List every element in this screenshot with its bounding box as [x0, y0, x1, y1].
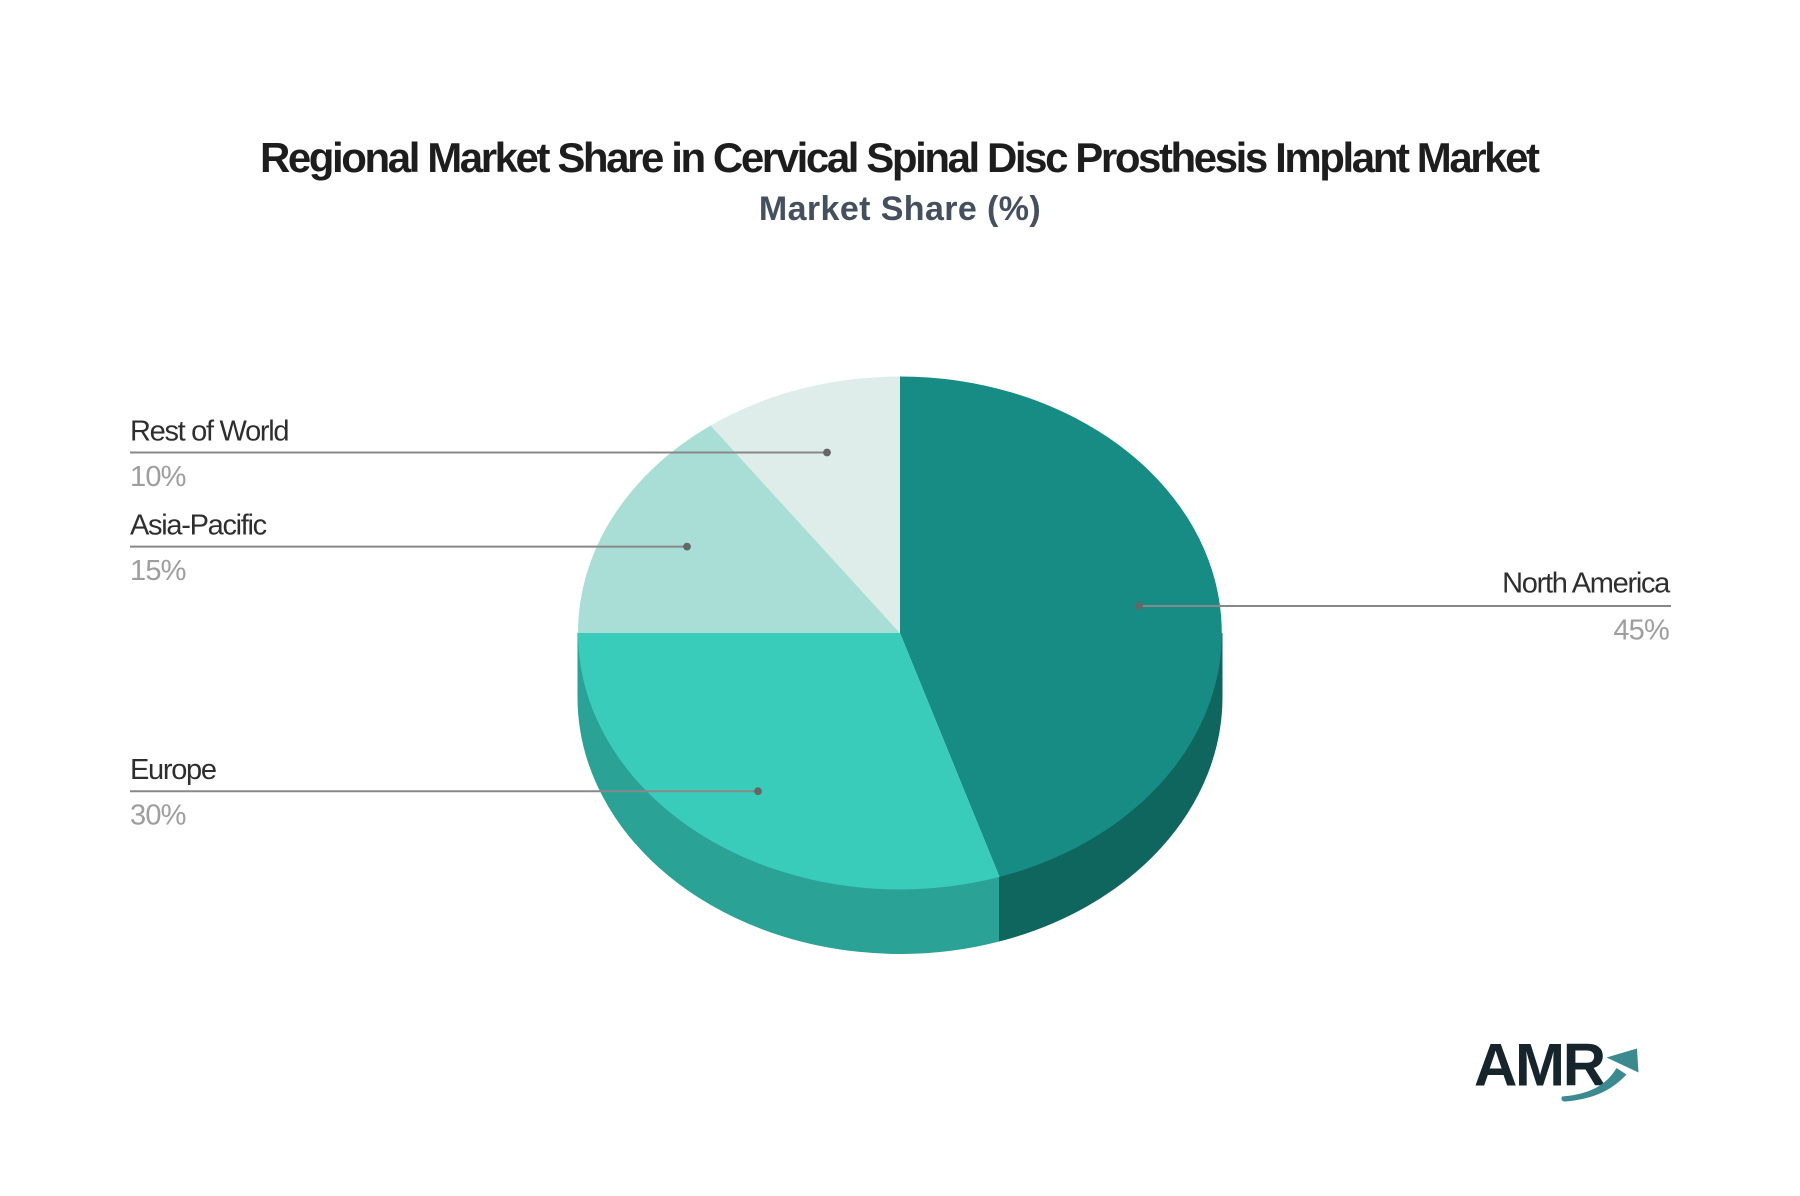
svg-text:North America: North America — [1502, 567, 1671, 599]
svg-text:Asia-Pacific: Asia-Pacific — [130, 510, 267, 542]
svg-text:Market Share (%): Market Share (%) — [759, 190, 1041, 228]
svg-text:Regional Market Share in Cervi: Regional Market Share in Cervical Spinal… — [260, 134, 1540, 181]
svg-text:45%: 45% — [1613, 614, 1669, 646]
svg-text:Europe: Europe — [130, 754, 216, 786]
svg-text:AMR: AMR — [1474, 1031, 1606, 1098]
svg-text:10%: 10% — [130, 461, 186, 493]
svg-text:30%: 30% — [130, 800, 186, 832]
svg-text:15%: 15% — [130, 555, 186, 587]
svg-text:Rest of World: Rest of World — [130, 416, 288, 448]
